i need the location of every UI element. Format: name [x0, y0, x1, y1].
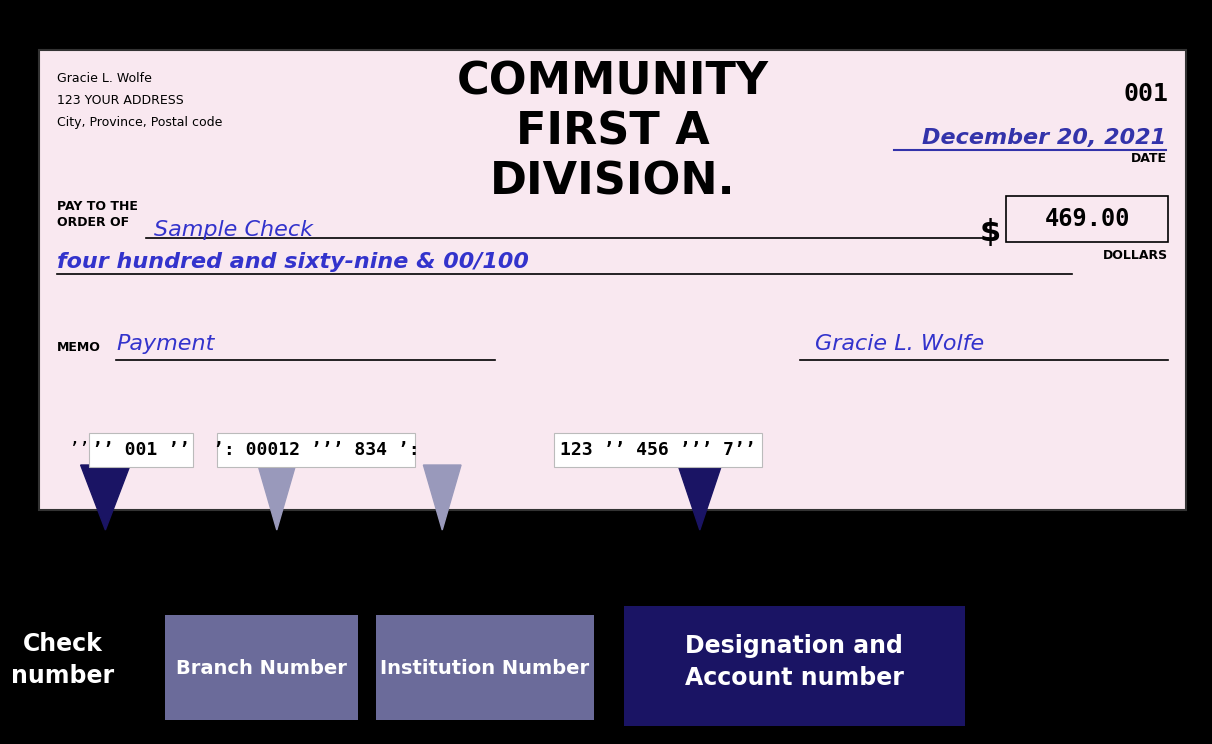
Polygon shape — [258, 465, 296, 530]
Bar — [376, 615, 594, 720]
Text: 123 YOUR ADDRESS: 123 YOUR ADDRESS — [57, 94, 183, 107]
Bar — [88, 433, 193, 467]
Text: Designation and
Account number: Designation and Account number — [685, 634, 904, 690]
Text: 001: 001 — [1124, 82, 1168, 106]
Bar — [39, 50, 1187, 510]
Text: ’: 00012 ’’’ 834 ’:: ’: 00012 ’’’ 834 ’: — [213, 441, 419, 459]
Text: $: $ — [979, 218, 1001, 247]
Bar — [554, 433, 762, 467]
Polygon shape — [423, 465, 461, 530]
Text: Payment: Payment — [116, 334, 215, 354]
Text: Check
number: Check number — [11, 632, 114, 687]
Text: Gracie L. Wolfe: Gracie L. Wolfe — [57, 72, 152, 85]
Polygon shape — [678, 465, 721, 530]
Text: Sample Check: Sample Check — [154, 220, 313, 240]
Bar — [217, 433, 416, 467]
Text: City, Province, Postal code: City, Province, Postal code — [57, 116, 222, 129]
Bar — [623, 606, 965, 726]
Text: DOLLARS: DOLLARS — [1103, 249, 1168, 262]
Text: four hundred and sixty-nine & 00/100: four hundred and sixty-nine & 00/100 — [57, 252, 528, 272]
Text: Branch Number: Branch Number — [176, 658, 347, 678]
Text: ORDER OF: ORDER OF — [57, 216, 128, 229]
Text: Gracie L. Wolfe: Gracie L. Wolfe — [814, 334, 984, 354]
Text: PAY TO THE: PAY TO THE — [57, 200, 138, 213]
Text: Institution Number: Institution Number — [381, 658, 589, 678]
Text: 469.00: 469.00 — [1045, 207, 1130, 231]
Polygon shape — [81, 465, 130, 530]
Text: ’’ 001 ’’: ’’ 001 ’’ — [92, 441, 189, 459]
Text: MEMO: MEMO — [57, 341, 101, 354]
Text: 123 ’’ 456 ’’’ 7’’: 123 ’’ 456 ’’’ 7’’ — [560, 441, 756, 459]
Bar — [165, 615, 358, 720]
Text: DIVISION.: DIVISION. — [490, 160, 736, 203]
Text: ’’: ’’ — [69, 441, 91, 459]
Text: COMMUNITY: COMMUNITY — [457, 60, 768, 103]
Bar — [1006, 196, 1168, 242]
Text: FIRST A: FIRST A — [516, 110, 709, 153]
Text: DATE: DATE — [1131, 152, 1166, 165]
Text: December 20, 2021: December 20, 2021 — [922, 128, 1166, 148]
